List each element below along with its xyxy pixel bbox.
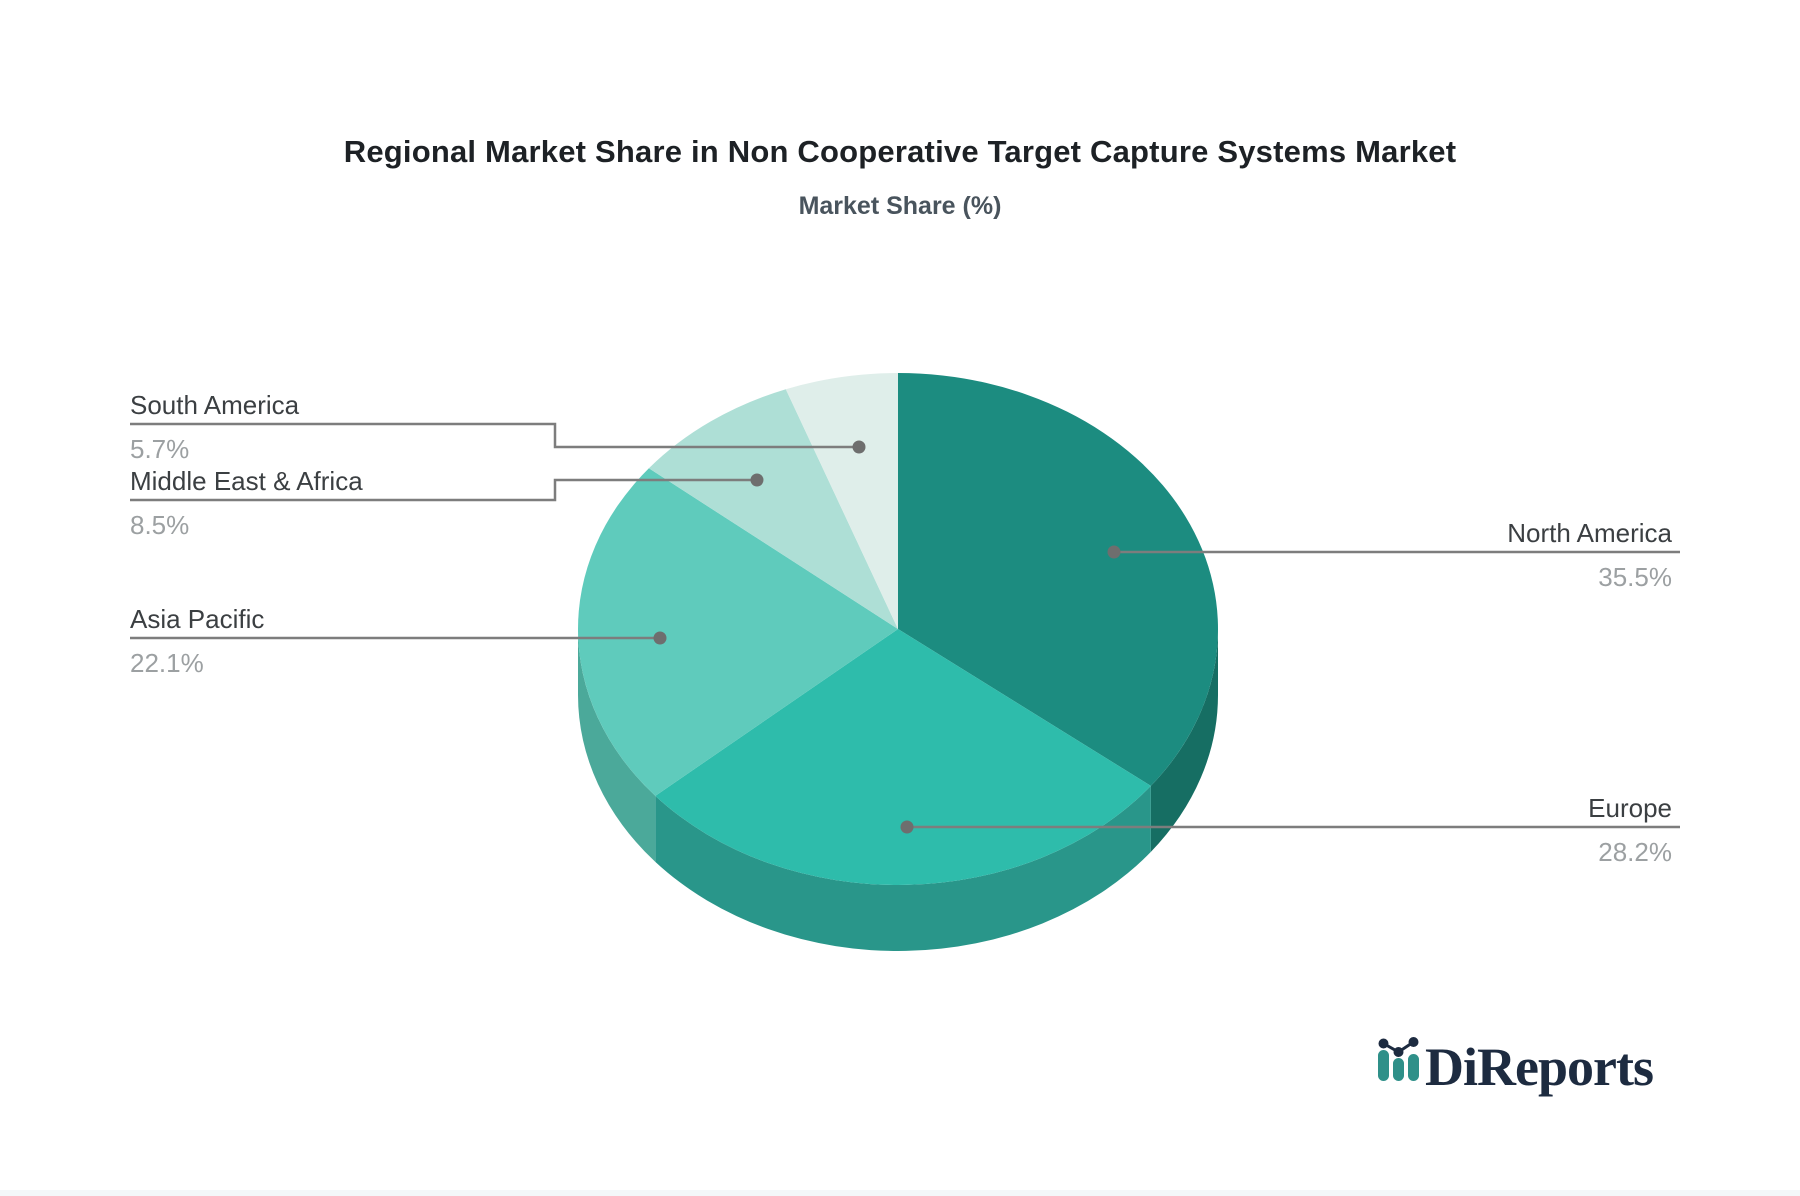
- leader-dot-middle-east-africa: [750, 473, 764, 487]
- pie-slice-side-europe[interactable]: [655, 785, 1151, 952]
- pie-slice-south-america[interactable]: [785, 373, 898, 629]
- page-title: Regional Market Share in Non Cooperative…: [343, 134, 1457, 169]
- pie-slice-north-america[interactable]: [898, 373, 1219, 786]
- logo-text: DiReports: [1425, 1037, 1654, 1097]
- label-north-america: North America: [1507, 518, 1672, 548]
- pie-slice-europe[interactable]: [655, 629, 1151, 886]
- value-middle-east-africa: 8.5%: [130, 510, 190, 540]
- bar-line-chart-icon: [1378, 1037, 1419, 1081]
- label-middle-east-africa: Middle East & Africa: [130, 466, 363, 496]
- leader-dot-asia-pacific: [653, 631, 667, 645]
- chart-subtitle: Market Share (%): [798, 192, 1002, 220]
- pie-slice-side-asia-pacific[interactable]: [578, 629, 656, 862]
- logo: DiReports: [1370, 1034, 1654, 1097]
- leader-line-middle-east-africa: [130, 478, 757, 502]
- label-asia-pacific: Asia Pacific: [130, 604, 265, 634]
- value-europe: 28.2%: [1598, 837, 1672, 867]
- value-north-america: 35.5%: [1598, 562, 1672, 592]
- label-south-america: South America: [130, 390, 300, 420]
- leader-dot-europe: [900, 820, 914, 834]
- leader-dot-north-america: [1107, 545, 1121, 559]
- bottom-strip: [0, 1190, 1800, 1196]
- pie-slice-asia-pacific[interactable]: [578, 468, 898, 796]
- value-south-america: 5.7%: [130, 434, 190, 464]
- pie-slice-side-north-america[interactable]: [1150, 629, 1218, 852]
- leader-line-south-america: [130, 422, 859, 449]
- pie-slice-middle-east-africa[interactable]: [648, 389, 898, 629]
- label-europe: Europe: [1588, 793, 1672, 823]
- leader-dot-south-america: [852, 440, 866, 454]
- value-asia-pacific: 22.1%: [130, 648, 204, 678]
